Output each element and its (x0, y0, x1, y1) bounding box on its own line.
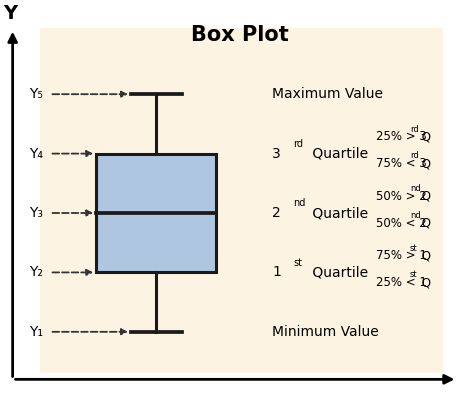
Text: Box Plot: Box Plot (191, 25, 289, 45)
Text: 25% > 3: 25% > 3 (376, 130, 427, 143)
Text: Quartile: Quartile (308, 147, 368, 161)
Text: Q: Q (418, 217, 431, 230)
Text: rd: rd (410, 125, 419, 134)
Text: 3: 3 (272, 147, 281, 161)
Text: Q: Q (418, 276, 431, 289)
Text: 1: 1 (272, 266, 281, 279)
Text: 25% < 1: 25% < 1 (376, 276, 427, 289)
Text: Y₅: Y₅ (29, 87, 43, 101)
Text: 50% > 2: 50% > 2 (376, 190, 427, 203)
Text: 2: 2 (272, 206, 281, 220)
Text: rd: rd (410, 151, 419, 160)
FancyBboxPatch shape (40, 28, 444, 372)
Text: Maximum Value: Maximum Value (272, 87, 383, 101)
Text: nd: nd (293, 199, 306, 208)
Text: Q: Q (418, 157, 431, 170)
Text: Y₂: Y₂ (29, 266, 43, 279)
Text: nd: nd (410, 184, 421, 193)
Text: Q: Q (418, 249, 431, 262)
Bar (96, 154, 217, 272)
Text: st: st (293, 258, 302, 268)
Text: 75% < 3: 75% < 3 (376, 157, 427, 170)
Text: st: st (410, 243, 418, 253)
Text: Quartile: Quartile (308, 206, 368, 220)
Text: Y₃: Y₃ (29, 206, 43, 220)
Text: Q: Q (418, 190, 431, 203)
Text: Minimum Value: Minimum Value (272, 325, 379, 339)
Text: 50% < 2: 50% < 2 (376, 217, 427, 230)
Text: 75% > 1: 75% > 1 (376, 249, 427, 262)
Text: Quartile: Quartile (308, 266, 368, 279)
Text: Y: Y (3, 4, 18, 23)
Text: Q: Q (418, 130, 431, 143)
Text: Y₄: Y₄ (29, 147, 43, 161)
Text: Y₁: Y₁ (29, 325, 43, 339)
Text: rd: rd (293, 139, 303, 149)
Text: st: st (410, 270, 418, 279)
Text: nd: nd (410, 211, 421, 220)
